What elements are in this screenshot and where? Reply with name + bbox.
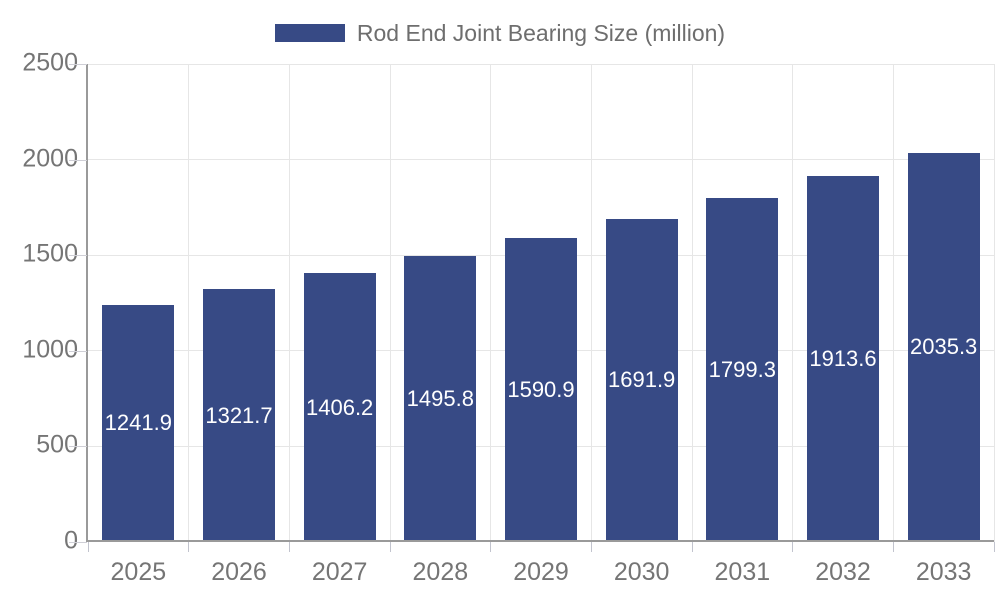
bar-value-label: 1406.2: [306, 394, 374, 420]
y-gridline: [88, 63, 994, 65]
legend-label: Rod End Joint Bearing Size (million): [356, 19, 726, 46]
x-gridline: [490, 64, 492, 542]
legend-swatch: [274, 24, 345, 42]
bar-value-label: 1691.9: [608, 367, 676, 393]
y-axis-tick-label: 1500: [22, 239, 78, 268]
x-gridline: [188, 64, 190, 542]
plot-area: 1241.9 1321.7 1406.2 1495.8 1590.9 1691.9 1799…: [88, 63, 995, 542]
x-axis-tick: [993, 542, 995, 552]
y-axis-tick: [69, 542, 87, 543]
x-axis-tick-label: 2028: [412, 558, 469, 586]
bar-2026[interactable]: 1321.7: [203, 289, 275, 542]
y-axis-tick: [69, 350, 87, 352]
bar-2030[interactable]: 1691.9: [605, 218, 678, 542]
bar-value-label: 2035.3: [910, 334, 978, 360]
y-axis-tick: [69, 159, 87, 161]
x-axis-tick: [87, 542, 89, 552]
bar-2032[interactable]: 1913.6: [807, 176, 879, 542]
x-axis-tick: [792, 542, 794, 552]
x-gridline: [691, 64, 693, 542]
x-axis-tick-label: 2030: [613, 558, 670, 586]
x-axis-tick-label: 2026: [211, 558, 267, 586]
bar-value-label: 1913.6: [809, 346, 877, 372]
x-axis-tick: [389, 542, 391, 552]
y-axis-tick: [69, 255, 87, 257]
y-axis-line: [86, 64, 88, 542]
bar-value-label: 1590.9: [507, 376, 575, 402]
x-axis-tick: [691, 542, 693, 552]
bar-value-label: 1495.8: [406, 386, 474, 411]
bar-2025[interactable]: 1241.9: [102, 304, 175, 542]
x-axis-tick: [590, 542, 592, 552]
x-gridline: [590, 64, 592, 542]
x-axis-tick-label: 2031: [714, 558, 771, 586]
x-gridline: [993, 64, 995, 542]
bar-value-label: 1321.7: [205, 402, 273, 428]
x-axis-tick: [288, 542, 290, 552]
x-axis-tick-label: 2029: [513, 558, 569, 586]
x-axis-tick: [490, 542, 492, 552]
y-gridline: [88, 159, 994, 161]
x-axis-tick-label: 2033: [915, 558, 972, 586]
x-axis-tick-label: 2025: [110, 558, 167, 586]
x-gridline: [288, 64, 290, 542]
x-axis-tick: [892, 542, 894, 552]
y-axis-tick-label: 500: [36, 430, 78, 459]
bar-2029[interactable]: 1590.9: [505, 237, 577, 542]
bar-value-label: 1241.9: [104, 410, 172, 436]
bar-2028[interactable]: 1495.8: [404, 256, 477, 542]
x-gridline: [892, 64, 894, 542]
x-gridline: [389, 64, 391, 542]
y-axis-tick: [69, 446, 87, 448]
y-axis-tick: [69, 64, 87, 65]
y-axis-tick-label: 1000: [22, 335, 78, 364]
x-axis-line: [86, 540, 994, 542]
y-axis-tick-label: 0: [64, 526, 78, 555]
bar-2027[interactable]: 1406.2: [303, 273, 376, 542]
x-axis-tick-label: 2032: [815, 558, 871, 586]
x-axis-tick: [188, 542, 190, 552]
bar-2033[interactable]: 2035.3: [907, 152, 980, 542]
bar-value-label: 1799.3: [708, 356, 776, 382]
y-axis-tick-label: 2000: [22, 143, 78, 172]
bar-2031[interactable]: 1799.3: [706, 197, 779, 542]
legend[interactable]: Rod End Joint Bearing Size (million): [0, 16, 1000, 50]
x-axis-tick-label: 2027: [311, 558, 368, 586]
x-gridline: [792, 64, 794, 542]
y-axis-tick-label: 2500: [22, 48, 78, 77]
